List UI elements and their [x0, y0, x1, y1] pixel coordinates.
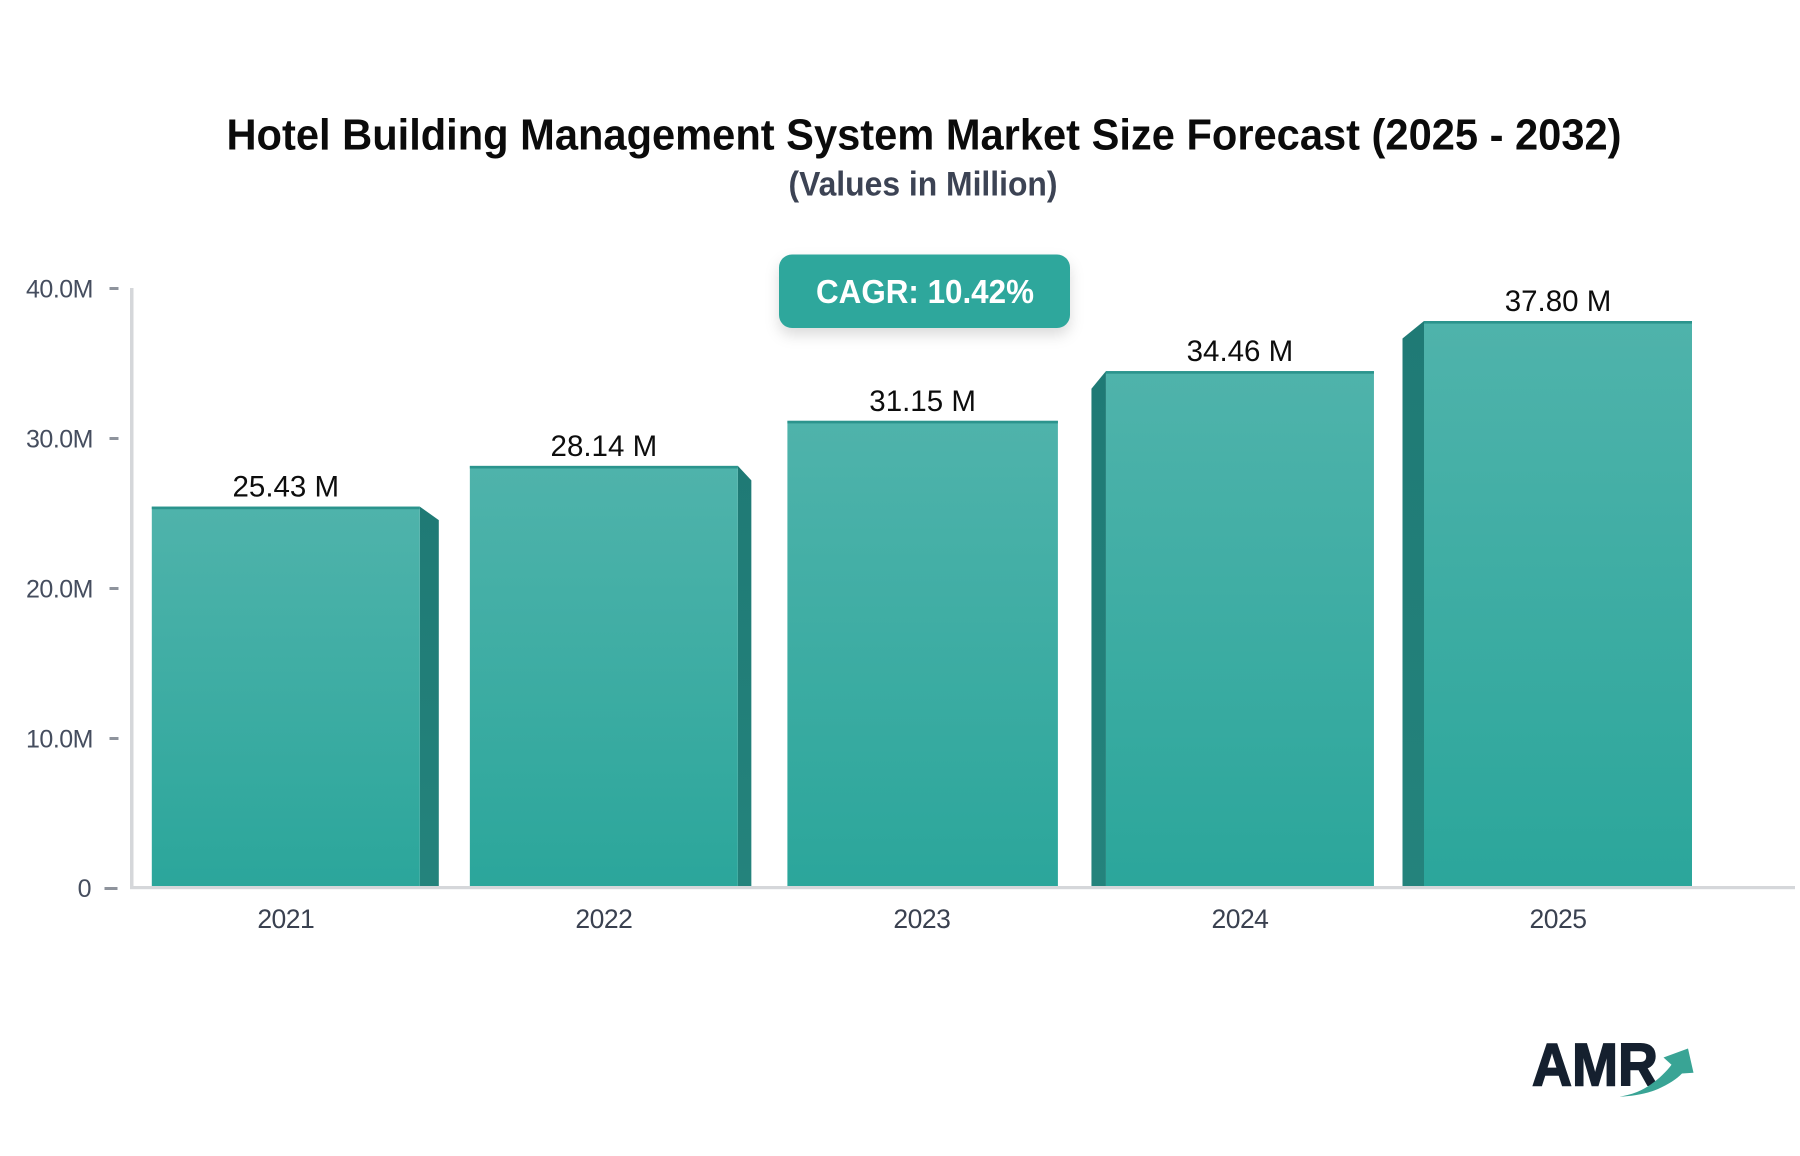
svg-text:2024: 2024 — [1211, 904, 1268, 934]
svg-text:(Values in Million): (Values in Million) — [789, 166, 1058, 204]
svg-text:2022: 2022 — [575, 904, 632, 934]
svg-text:2023: 2023 — [893, 904, 950, 934]
svg-text:34.46 M: 34.46 M — [1187, 335, 1294, 368]
svg-text:30.0M: 30.0M — [26, 426, 93, 454]
svg-text:10.0M: 10.0M — [26, 726, 93, 754]
svg-text:20.0M: 20.0M — [26, 576, 93, 604]
svg-text:AMR: AMR — [1532, 1032, 1658, 1099]
svg-text:25.43 M: 25.43 M — [233, 471, 340, 504]
svg-text:37.80 M: 37.80 M — [1505, 285, 1612, 318]
svg-text:2021: 2021 — [257, 904, 314, 934]
svg-text:Hotel Building Management Syst: Hotel Building Management System Market … — [227, 111, 1622, 160]
svg-text:40.0M: 40.0M — [26, 276, 93, 304]
svg-text:28.14 M: 28.14 M — [551, 430, 658, 463]
svg-text:0: 0 — [78, 875, 91, 903]
svg-text:2025: 2025 — [1530, 904, 1587, 934]
svg-text:CAGR: 10.42%: CAGR: 10.42% — [816, 273, 1034, 310]
svg-text:31.15 M: 31.15 M — [869, 385, 976, 418]
